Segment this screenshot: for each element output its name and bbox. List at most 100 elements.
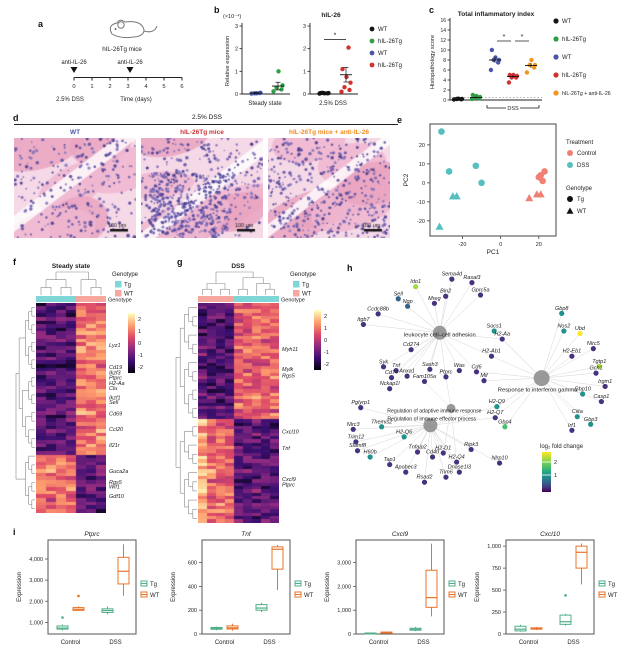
genotype-annotation-cell [207,296,216,302]
legend-label: WT [304,593,314,599]
gene-node [454,459,460,465]
box [271,546,284,570]
gene-node [569,427,575,433]
gene-node-label: Rsad2 [417,475,433,481]
y-tick-label: 1,000 [29,620,43,626]
gene-node-label: Irgm1 [598,379,612,385]
y-tick-label: 2 [443,88,446,94]
gene-node-label: Gprc5a [471,287,489,293]
gene-node-label: H2-Ab1 [482,349,501,355]
network-edge [443,408,452,454]
panel-label-b: b [214,5,220,15]
gene-node [602,383,608,390]
gene-node-label: Gbp8 [555,306,569,312]
panel-a-timeline: hIL-26Tg mice anti-IL-26 anti-IL-26 0 1 2 3… [56,19,184,103]
legend-label: WT [562,55,572,61]
data-point [276,69,281,74]
network-edge [541,377,606,387]
gene-node [499,336,505,342]
gene-node-label: Casp1 [593,394,609,400]
network-edge [424,332,441,382]
histology-header-rule [14,124,398,125]
network-edge [391,332,440,378]
legend-swatch [293,290,300,297]
annotation-label: Genotype [108,298,132,304]
histology-header: 2.5% DSS [192,114,222,121]
gene-node-label: Ido1 [410,279,421,285]
gene-node [456,367,462,374]
gene-node [468,446,474,453]
gene-node-label: Nos2 [557,324,570,330]
network-edge [424,425,431,483]
gene-node [427,366,433,372]
legend-swatch [115,281,122,288]
gene-node [421,479,428,485]
gene-node [456,469,462,475]
gene-node-label: Tap1 [384,457,396,463]
network-edge [491,355,542,379]
legend-label: WT [378,51,388,57]
plot-frame [505,539,595,635]
panel-f-heatmap-overlay: Steady state Genotype Lyz1 Cd19Ikzf3PtprcH2… [15,263,143,509]
gene-label: Rgs5 [282,374,296,380]
legend-dot [553,72,559,78]
gene-node-label: Bin2 [440,289,451,295]
gene-node-label: Mif [480,373,488,379]
gene-node-label: Ciita [572,409,583,415]
legend-dot [553,90,559,96]
timeline-day-label: 2 [108,84,111,90]
y-tick-label: 3,000 [29,578,43,584]
panel-f-heatmap: Steady state Genotype Lyz1 Cd19 Ikzf3 Ptprc H2… [12,258,176,524]
colorbar-tick-label: 1 [554,473,557,479]
network-edge [450,408,457,463]
data-point [346,45,351,50]
histology-image-tg: hIL-26Tg mice [141,127,263,238]
box [575,545,588,569]
y-tick-label: 2,000 [337,584,351,590]
y-tick-label: 0 [348,632,351,638]
gene-node [431,300,438,306]
data-point [489,47,495,53]
y-tick-label: 6 [443,68,446,74]
gene-node-label: Ripk3 [464,442,479,448]
network-edge [378,313,440,334]
legend-label: DSS [577,163,589,169]
x-axis-label: PC1 [487,249,500,256]
legend-dot [553,18,559,24]
network-edge [439,332,447,377]
y-tick-label: 1,000 [337,608,351,614]
gene-label: Myh11 [282,347,298,353]
panel-label-h: h [347,263,353,273]
gene-node-label: H2-Q9 [489,399,505,405]
data-point [342,85,347,90]
hub-label: Regulation of immune effector process [387,417,476,423]
gene-label: Rgs5 [109,480,123,486]
gene-node-label: Pglyrp1 [351,400,370,406]
network-edge [430,425,500,464]
y-tick-label: 12 [440,38,446,44]
gene-node-label: Gbp3 [584,417,598,423]
gene-node-label: Dnase1l3 [448,465,472,471]
legend-label: WT [562,19,572,25]
genotype-annotation-cell [270,296,279,302]
x-tick-label: -20 [458,242,466,248]
gene-label: Ccl20 [109,427,124,433]
gene-node [375,311,381,317]
data-point [529,57,534,63]
y-tick-label: 1 [235,69,238,75]
gene-node-label: Ccdc88b [367,306,389,312]
gene-label: Tnf [282,446,290,452]
outlier-point [61,616,64,619]
panel-b-chart: (×10⁻⁴) Relative expression hIL-26 0 1 2 3 Stea… [223,12,402,107]
gene-node-label: Nlrc5 [587,341,601,347]
gene-node [477,292,484,298]
box [425,569,438,608]
gene-label: Mylk [282,367,294,373]
panel-label-e: e [397,115,403,125]
gene-node-label: Gbp10 [574,387,591,393]
colorbar-tick-label: 2 [324,314,327,320]
histology-label-tg: hIL-26Tg mice [180,129,224,136]
y-tick-label: 3,000 [337,561,351,567]
colorbar-tick-label: -1 [324,350,329,356]
network-edge [360,407,431,426]
